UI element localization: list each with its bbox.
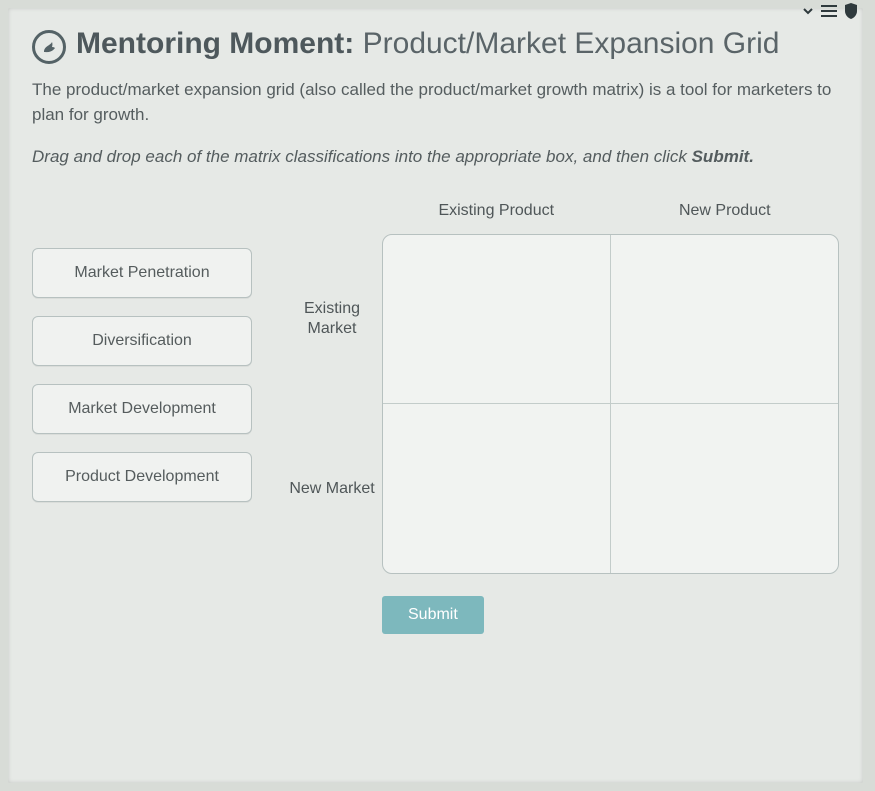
submit-row: Submit <box>382 596 839 634</box>
instruction-submit-word: Submit. <box>692 147 754 166</box>
page-title: Mentoring Moment: Product/Market Expansi… <box>76 26 779 62</box>
title-prefix: Mentoring Moment: <box>76 27 354 60</box>
drag-item-diversification[interactable]: Diversification <box>32 316 252 366</box>
shield-icon <box>843 2 859 20</box>
caret-down-icon <box>801 4 815 18</box>
activity-panel: Mentoring Moment: Product/Market Expansi… <box>8 8 863 783</box>
drag-item-market-penetration[interactable]: Market Penetration <box>32 248 252 298</box>
column-headers: Existing Product New Product <box>382 194 839 234</box>
grid-area: Existing Product New Product Existing Ma… <box>282 194 839 634</box>
drop-cell-new-market-existing-product[interactable] <box>383 404 611 573</box>
activity-area: Market Penetration Diversification Marke… <box>32 194 839 634</box>
col-header-existing-product: Existing Product <box>382 194 611 234</box>
instruction-text: Drag and drop each of the matrix classif… <box>32 145 839 170</box>
row-header-new-market: New Market <box>282 404 382 574</box>
title-rest: Product/Market Expansion Grid <box>354 27 779 60</box>
row-headers: Existing Market New Market <box>282 234 382 574</box>
drop-cell-existing-market-new-product[interactable] <box>611 235 839 404</box>
drag-item-market-development[interactable]: Market Development <box>32 384 252 434</box>
instruction-pre: Drag and drop each of the matrix classif… <box>32 147 692 166</box>
menu-icon[interactable] <box>821 5 837 17</box>
drag-item-product-development[interactable]: Product Development <box>32 452 252 502</box>
grid-body: Existing Market New Market <box>282 234 839 574</box>
drop-cell-new-market-new-product[interactable] <box>611 404 839 573</box>
header: Mentoring Moment: Product/Market Expansi… <box>32 26 839 64</box>
drop-grid <box>382 234 839 574</box>
toolbar-icons <box>801 2 859 20</box>
drop-cell-existing-market-existing-product[interactable] <box>383 235 611 404</box>
col-header-new-product: New Product <box>611 194 840 234</box>
mentoring-icon <box>32 30 66 64</box>
description-text: The product/market expansion grid (also … <box>32 78 839 127</box>
drag-source-column: Market Penetration Diversification Marke… <box>32 194 252 502</box>
submit-button[interactable]: Submit <box>382 596 484 634</box>
row-header-existing-market: Existing Market <box>282 234 382 404</box>
